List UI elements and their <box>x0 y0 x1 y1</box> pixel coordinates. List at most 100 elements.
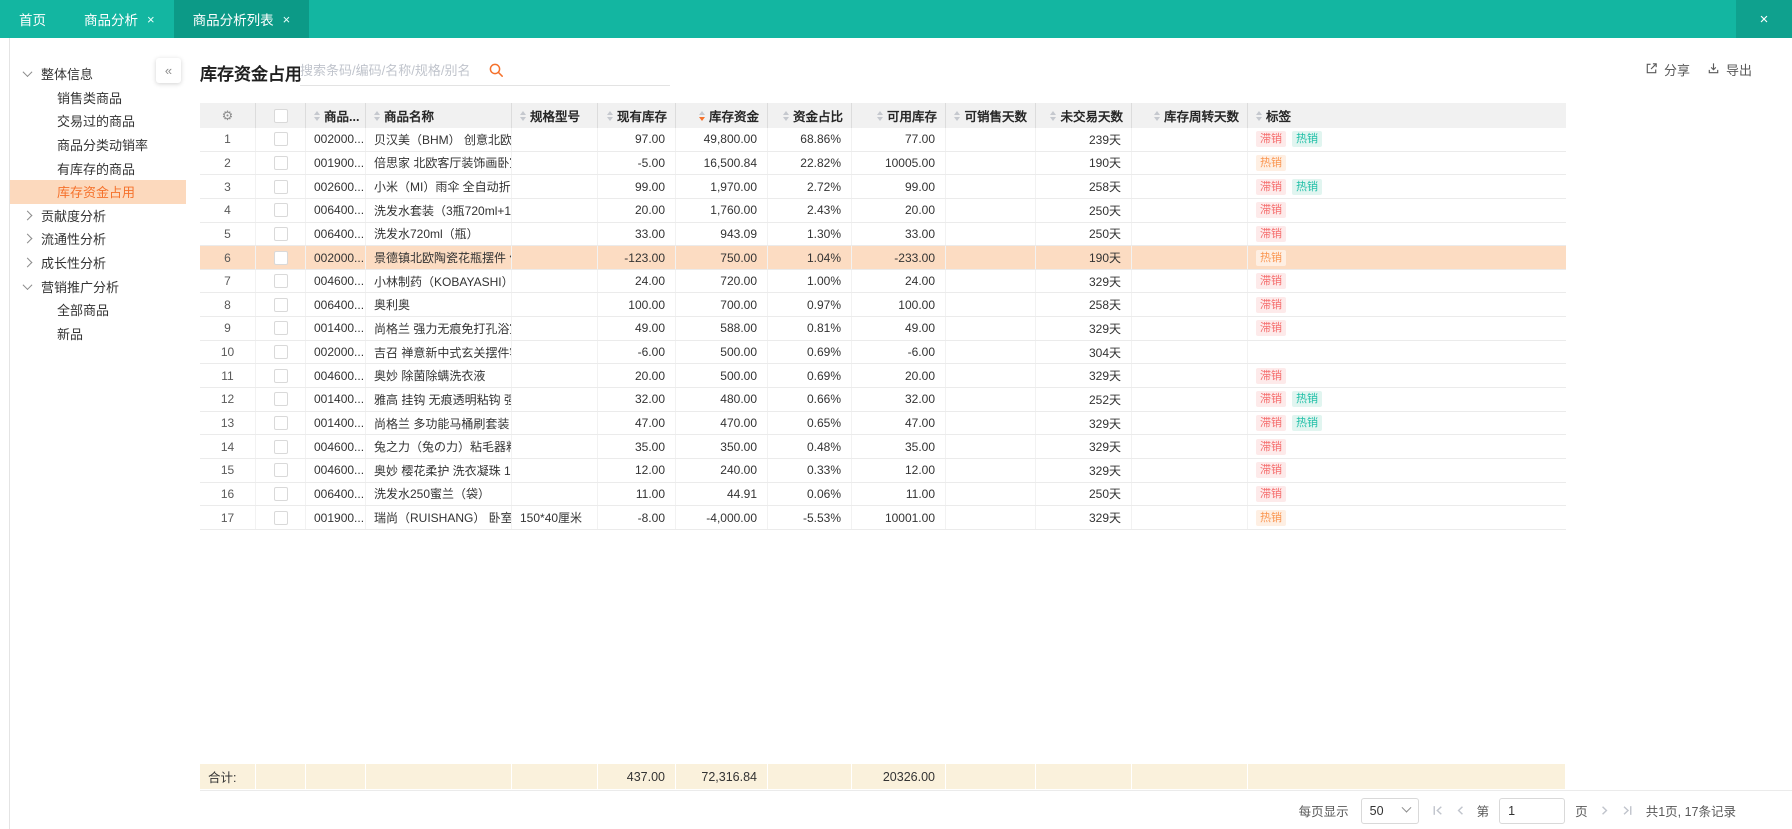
cell-fund: 500.00 <box>676 340 768 364</box>
sidebar-item[interactable]: 交易过的商品 <box>10 109 186 133</box>
row-checkbox[interactable] <box>273 274 288 289</box>
tab-2[interactable]: 商品分析 × <box>65 0 174 38</box>
table-row[interactable]: 9 001400... 尚格兰 强力无痕免打孔浴室 49.00 588.00 0.81% 4… <box>200 317 1566 341</box>
column-header-spec[interactable]: 规格型号 <box>512 103 598 128</box>
table-row[interactable]: 10 002000... 吉召 禅意新中式玄关摆件客 -6.00 500.00 0.69%… <box>200 340 1566 365</box>
column-header-available[interactable]: 可用库存 <box>852 103 946 128</box>
sidebar-item[interactable]: 整体信息 <box>10 62 186 86</box>
sidebar-item-label: 成长性分析 <box>41 256 107 272</box>
sidebar-item[interactable]: 全部商品 <box>10 298 186 322</box>
per-page-select[interactable]: 50 <box>1360 797 1419 824</box>
sort-icon <box>1153 110 1160 121</box>
cell-code: 004600... <box>306 458 366 482</box>
cell-sale-days <box>946 506 1036 529</box>
row-checkbox[interactable] <box>273 368 288 383</box>
prev-page-icon[interactable] <box>1454 804 1467 817</box>
table-row[interactable]: 16 006400... 洗发水250蜜兰（袋） 11.00 44.91 0.06% 11.… <box>200 482 1566 507</box>
sidebar-item[interactable]: 商品分类动销率 <box>10 133 186 157</box>
table-row[interactable]: 11 004600... 奥妙 除菌除螨洗衣液 20.00 500.00 0.69% 20.… <box>200 364 1566 389</box>
row-checkbox[interactable] <box>273 439 288 454</box>
row-checkbox[interactable] <box>273 132 288 147</box>
column-header-code[interactable]: 商品... <box>306 103 366 128</box>
cell-tags: 滞销 <box>1248 483 1566 506</box>
table-row[interactable]: 14 004600... 兔之力（兔の力）粘毛器粘 35.00 350.00 0.48% 3… <box>200 435 1566 459</box>
table-row[interactable]: 17 001900... 瑞尚（RUISHANG） 卧室装 150*40厘米 -8.00… <box>200 506 1566 530</box>
row-checkbox[interactable] <box>273 392 288 407</box>
window-close-button[interactable]: × <box>1736 0 1792 38</box>
cell-name: 倍思家 北欧客厅装饰画卧室 <box>366 151 512 175</box>
column-header-no_trade_days[interactable]: 未交易天数 <box>1036 103 1132 128</box>
table-row[interactable]: 2 001900... 倍思家 北欧客厅装饰画卧室 -5.00 16,500.84 22.… <box>200 151 1566 176</box>
column-settings-button[interactable]: ⚙ <box>200 103 256 128</box>
row-checkbox-cell <box>256 317 306 340</box>
sidebar-item[interactable]: 销售类商品 <box>10 86 186 110</box>
column-header-fund[interactable]: 库存资金 <box>676 103 768 128</box>
first-page-icon[interactable] <box>1431 804 1444 817</box>
column-header-turnover_days[interactable]: 库存周转天数 <box>1132 103 1248 128</box>
export-icon <box>1706 61 1721 79</box>
column-header-name[interactable]: 商品名称 <box>366 103 512 128</box>
cell-turnover-days <box>1132 317 1248 340</box>
sidebar-collapse-button[interactable]: « <box>156 58 181 83</box>
cell-ratio: 1.04% <box>768 246 852 269</box>
export-button[interactable]: 导出 <box>1706 60 1752 79</box>
tab-close-icon[interactable]: × <box>282 11 291 27</box>
row-checkbox-cell <box>256 458 306 482</box>
search-input[interactable] <box>300 63 480 78</box>
cell-fund: 500.00 <box>676 364 768 388</box>
column-header-tags[interactable]: 标签 <box>1248 103 1566 128</box>
row-checkbox[interactable] <box>273 486 288 501</box>
table-row[interactable]: 13 001400... 尚格兰 多功能马桶刷套装 带 47.00 470.00 0.65… <box>200 411 1566 436</box>
sidebar-item[interactable]: 营销推广分析 <box>10 274 186 298</box>
select-all-checkbox[interactable] <box>273 108 288 123</box>
cell-stock: 49.00 <box>598 317 676 340</box>
tag-red: 滞销 <box>1256 296 1286 313</box>
tab-3[interactable]: 商品分析列表 × <box>173 0 310 38</box>
row-checkbox[interactable] <box>273 155 288 170</box>
row-checkbox[interactable] <box>273 321 288 336</box>
column-header-label: 商品名称 <box>384 110 435 124</box>
table-row[interactable]: 1 002000... 贝汉美（BHM） 创意北欧客 97.00 49,800.00 68… <box>200 128 1566 152</box>
table-row[interactable]: 15 004600... 奥妙 樱花柔护 洗衣凝珠 10 12.00 240.00 0.3… <box>200 458 1566 483</box>
sidebar-item[interactable]: 流通性分析 <box>10 227 186 251</box>
row-checkbox[interactable] <box>273 203 288 218</box>
page-number-input[interactable] <box>1499 797 1566 824</box>
next-page-icon[interactable] <box>1598 804 1611 817</box>
sidebar-item[interactable]: 成长性分析 <box>10 251 186 275</box>
cell-no-trade-days: 190天 <box>1036 246 1132 269</box>
sidebar-item[interactable]: 有库存的商品 <box>10 156 186 180</box>
table-row[interactable]: 8 006400... 奥利奥 100.00 700.00 0.97% 100.00 258天… <box>200 293 1566 318</box>
row-checkbox[interactable] <box>273 416 288 430</box>
search-icon[interactable] <box>488 62 505 79</box>
table-row[interactable]: 6 002000... 景德镇北欧陶瓷花瓶摆件 仿 -123.00 750.00 1.04… <box>200 246 1566 270</box>
sidebar-item[interactable]: 贡献度分析 <box>10 204 186 228</box>
row-checkbox[interactable] <box>273 179 288 194</box>
column-header-stock[interactable]: 现有库存 <box>598 103 676 128</box>
table-row[interactable]: 12 001400... 雅高 挂钩 无痕透明粘钩 强 32.00 480.00 0.66… <box>200 388 1566 412</box>
cell-name: 洗发水720ml（瓶） <box>366 222 512 246</box>
tab-1[interactable]: 首页 <box>0 0 65 38</box>
row-checkbox[interactable] <box>273 226 288 241</box>
row-checkbox[interactable] <box>273 463 288 478</box>
table-row[interactable]: 4 006400... 洗发水套装（3瓶720ml+1瓶 20.00 1,760.00 2… <box>200 198 1566 223</box>
cell-no-trade-days: 258天 <box>1036 293 1132 317</box>
sidebar-item-label: 新品 <box>57 326 84 342</box>
share-button[interactable]: 分享 <box>1644 60 1690 79</box>
sidebar-item[interactable]: 新品 <box>10 322 186 346</box>
cell-name: 尚格兰 强力无痕免打孔浴室 <box>366 317 512 340</box>
row-checkbox[interactable] <box>273 297 288 312</box>
sidebar-item[interactable]: 库存资金占用 <box>10 179 186 204</box>
cell-turnover-days <box>1132 151 1248 175</box>
row-checkbox[interactable] <box>273 250 288 265</box>
tab-close-icon[interactable]: × <box>147 11 155 27</box>
column-header-ratio[interactable]: 资金占比 <box>768 103 852 128</box>
row-checkbox[interactable] <box>273 345 288 360</box>
sidebar-item-label: 交易过的商品 <box>57 114 136 130</box>
table-row[interactable]: 5 006400... 洗发水720ml（瓶） 33.00 943.09 1.30% 33.… <box>200 222 1566 247</box>
table-row[interactable]: 7 004600... 小林制药（KOBAYASHI）日 24.00 720.00 1.0… <box>200 269 1566 294</box>
last-page-icon[interactable] <box>1621 804 1634 817</box>
cell-spec <box>512 364 598 388</box>
column-header-sale_days[interactable]: 可销售天数 <box>946 103 1036 128</box>
row-checkbox[interactable] <box>273 510 288 525</box>
table-row[interactable]: 3 002600... 小米（MI）雨伞 全自动折叠 99.00 1,970.00 2.7… <box>200 175 1566 199</box>
